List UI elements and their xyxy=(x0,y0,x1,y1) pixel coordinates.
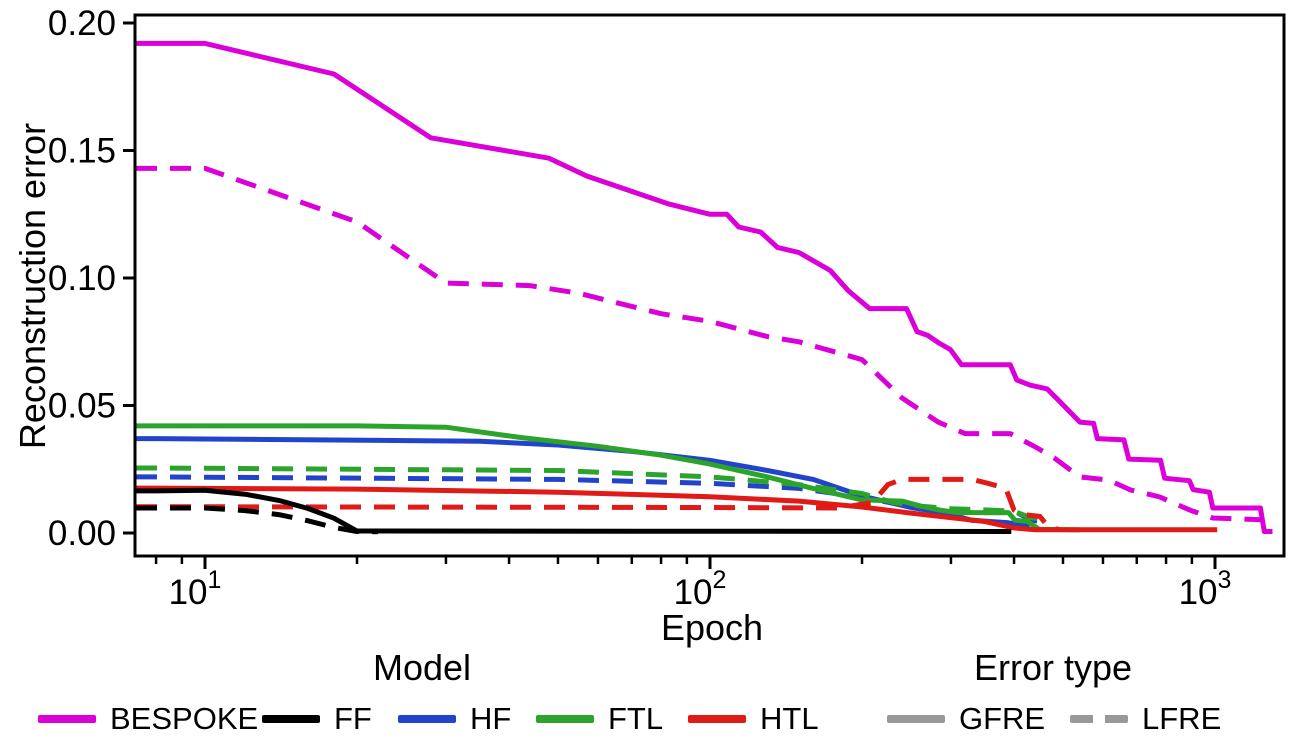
legend-item-label: HTL xyxy=(760,701,819,736)
legend-item-gfre: GFRE xyxy=(887,701,1046,736)
legend-item-hf: HF xyxy=(398,701,512,736)
x-axis-label: Epoch xyxy=(660,607,764,648)
legend-item-ff: FF xyxy=(262,701,372,736)
legend-item-label: HF xyxy=(470,701,512,736)
legend-item-label: LFRE xyxy=(1142,701,1222,736)
legend-item-lfre: LFRE xyxy=(1070,701,1222,736)
series-line-htl-lfre xyxy=(136,476,1059,532)
x-tick-label: 101 xyxy=(169,566,222,612)
y-axis-label: Reconstruction error xyxy=(12,122,53,450)
solid-line-swatch-icon xyxy=(887,715,945,723)
x-tick-label: 103 xyxy=(1179,566,1232,612)
series-line-ftl-lfre xyxy=(136,465,1050,523)
series-line-htl-gfre xyxy=(136,485,1218,533)
legend-item-label: GFRE xyxy=(959,701,1046,736)
solid-line-swatch-icon xyxy=(38,715,96,723)
series-line-ff-lfre xyxy=(136,505,378,535)
dashed-line-swatch-icon xyxy=(1070,715,1128,723)
solid-line-swatch-icon xyxy=(398,715,456,723)
legend-model-title: Model xyxy=(372,647,472,688)
y-tick-label: 0.15 xyxy=(48,132,116,171)
y-tick-label: 0.20 xyxy=(48,4,116,43)
series-line-ff-gfre xyxy=(136,487,1012,534)
legend-item-label: BESPOKE xyxy=(110,701,259,736)
series-line-ftl-gfre xyxy=(136,423,1080,533)
legend-item-label: FTL xyxy=(608,701,664,736)
y-tick-label: 0.10 xyxy=(48,259,116,298)
legend-item-label: FF xyxy=(334,701,372,736)
solid-line-swatch-icon xyxy=(536,715,594,723)
plot-border xyxy=(133,13,1286,558)
series-line-bespoke-gfre xyxy=(136,40,1273,534)
solid-line-swatch-icon xyxy=(688,715,746,723)
y-tick-label: 0.00 xyxy=(48,514,116,553)
x-tick-label: 102 xyxy=(674,566,727,612)
legend-item-ftl: FTL xyxy=(536,701,664,736)
legend-item-bespoke: BESPOKE xyxy=(38,701,259,736)
legend-error-type-title: Error type xyxy=(973,647,1133,688)
solid-line-swatch-icon xyxy=(262,715,320,723)
legend-item-htl: HTL xyxy=(688,701,819,736)
y-tick-label: 0.05 xyxy=(48,387,116,426)
series-line-bespoke-lfre xyxy=(136,165,1262,523)
